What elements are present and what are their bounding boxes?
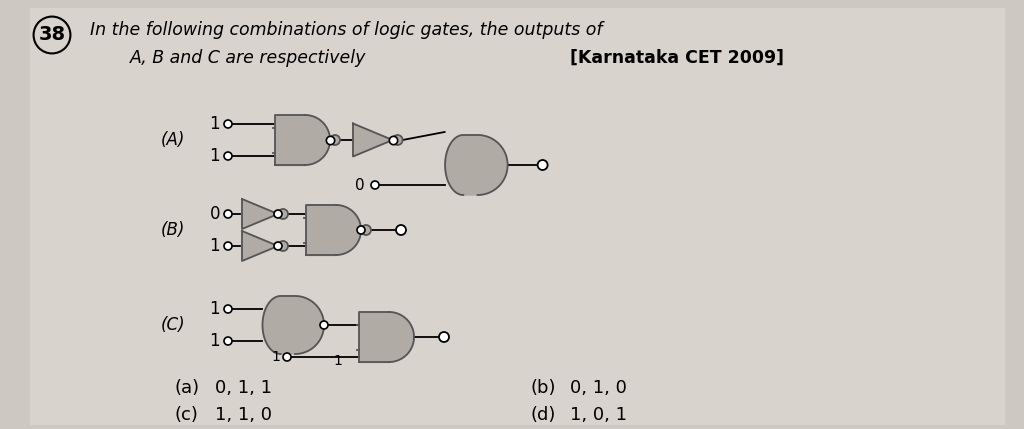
Polygon shape: [30, 8, 1005, 425]
Text: A, B and C are respectively: A, B and C are respectively: [130, 49, 367, 67]
Text: [Karnataka CET 2009]: [Karnataka CET 2009]: [570, 49, 784, 67]
Polygon shape: [242, 199, 278, 229]
Circle shape: [278, 209, 288, 219]
Circle shape: [357, 226, 365, 234]
Circle shape: [283, 353, 291, 361]
Text: 0: 0: [355, 178, 365, 193]
Circle shape: [224, 120, 232, 128]
Text: (B): (B): [161, 221, 185, 239]
Circle shape: [274, 210, 282, 218]
Circle shape: [330, 135, 340, 145]
Text: 1: 1: [209, 237, 220, 255]
Polygon shape: [275, 115, 305, 165]
Text: 38: 38: [39, 25, 66, 45]
Text: 1: 1: [271, 350, 280, 364]
Circle shape: [361, 225, 371, 235]
Text: 1: 1: [209, 332, 220, 350]
Text: (d): (d): [530, 406, 555, 424]
Circle shape: [274, 242, 282, 250]
Polygon shape: [353, 124, 392, 157]
Text: 0, 1, 1: 0, 1, 1: [215, 379, 272, 397]
Text: 1: 1: [333, 354, 342, 368]
Text: (a): (a): [175, 379, 200, 397]
Polygon shape: [389, 312, 414, 362]
Circle shape: [224, 337, 232, 345]
Text: 1: 1: [209, 147, 220, 165]
Circle shape: [224, 242, 232, 250]
Polygon shape: [445, 135, 508, 195]
Text: 1, 1, 0: 1, 1, 0: [215, 406, 272, 424]
Circle shape: [224, 210, 232, 218]
Text: 0, 1, 0: 0, 1, 0: [570, 379, 627, 397]
Text: (b): (b): [530, 379, 555, 397]
Text: 1: 1: [209, 300, 220, 318]
Circle shape: [396, 225, 406, 235]
Circle shape: [224, 305, 232, 313]
Text: (c): (c): [175, 406, 199, 424]
Polygon shape: [242, 231, 278, 261]
Circle shape: [278, 241, 288, 251]
Text: 0: 0: [210, 205, 220, 223]
Polygon shape: [336, 205, 361, 255]
Polygon shape: [305, 115, 330, 165]
Circle shape: [538, 160, 548, 170]
Text: (C): (C): [161, 316, 185, 334]
Polygon shape: [306, 205, 336, 255]
Circle shape: [224, 152, 232, 160]
Text: (A): (A): [161, 131, 185, 149]
Polygon shape: [262, 296, 324, 354]
Circle shape: [439, 332, 449, 342]
Polygon shape: [359, 312, 389, 362]
Text: 1: 1: [209, 115, 220, 133]
Circle shape: [319, 321, 328, 329]
Text: In the following combinations of logic gates, the outputs of: In the following combinations of logic g…: [90, 21, 602, 39]
Text: 1, 0, 1: 1, 0, 1: [570, 406, 627, 424]
Circle shape: [371, 181, 379, 189]
Circle shape: [392, 135, 402, 145]
